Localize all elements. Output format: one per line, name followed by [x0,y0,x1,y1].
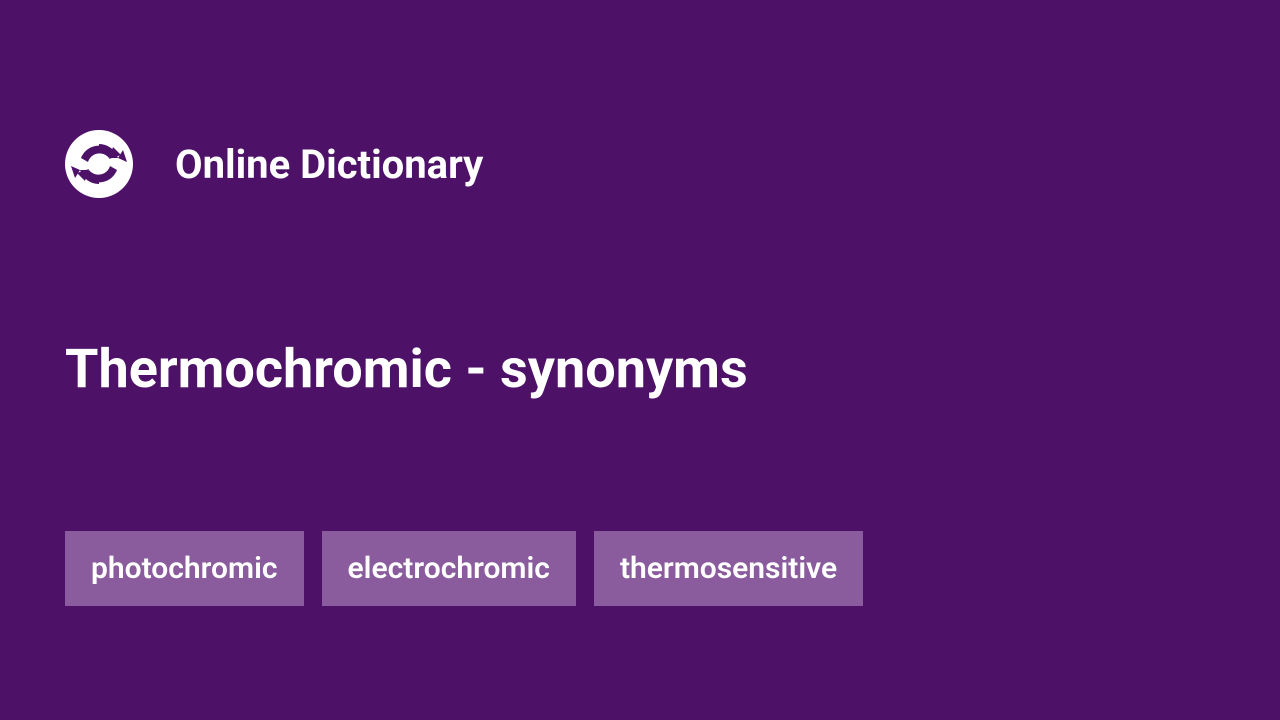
refresh-cycle-icon [65,130,133,198]
synonym-tag[interactable]: electrochromic [322,531,576,606]
header: Online Dictionary [65,130,1215,198]
synonym-tag[interactable]: thermosensitive [594,531,863,606]
page-heading: Thermochromic - synonyms [65,338,1215,401]
synonym-tag[interactable]: photochromic [65,531,304,606]
synonyms-list: photochromic electrochromic thermosensit… [65,531,1215,606]
main-container: Online Dictionary Thermochromic - synony… [0,0,1280,606]
brand-title: Online Dictionary [175,141,483,188]
